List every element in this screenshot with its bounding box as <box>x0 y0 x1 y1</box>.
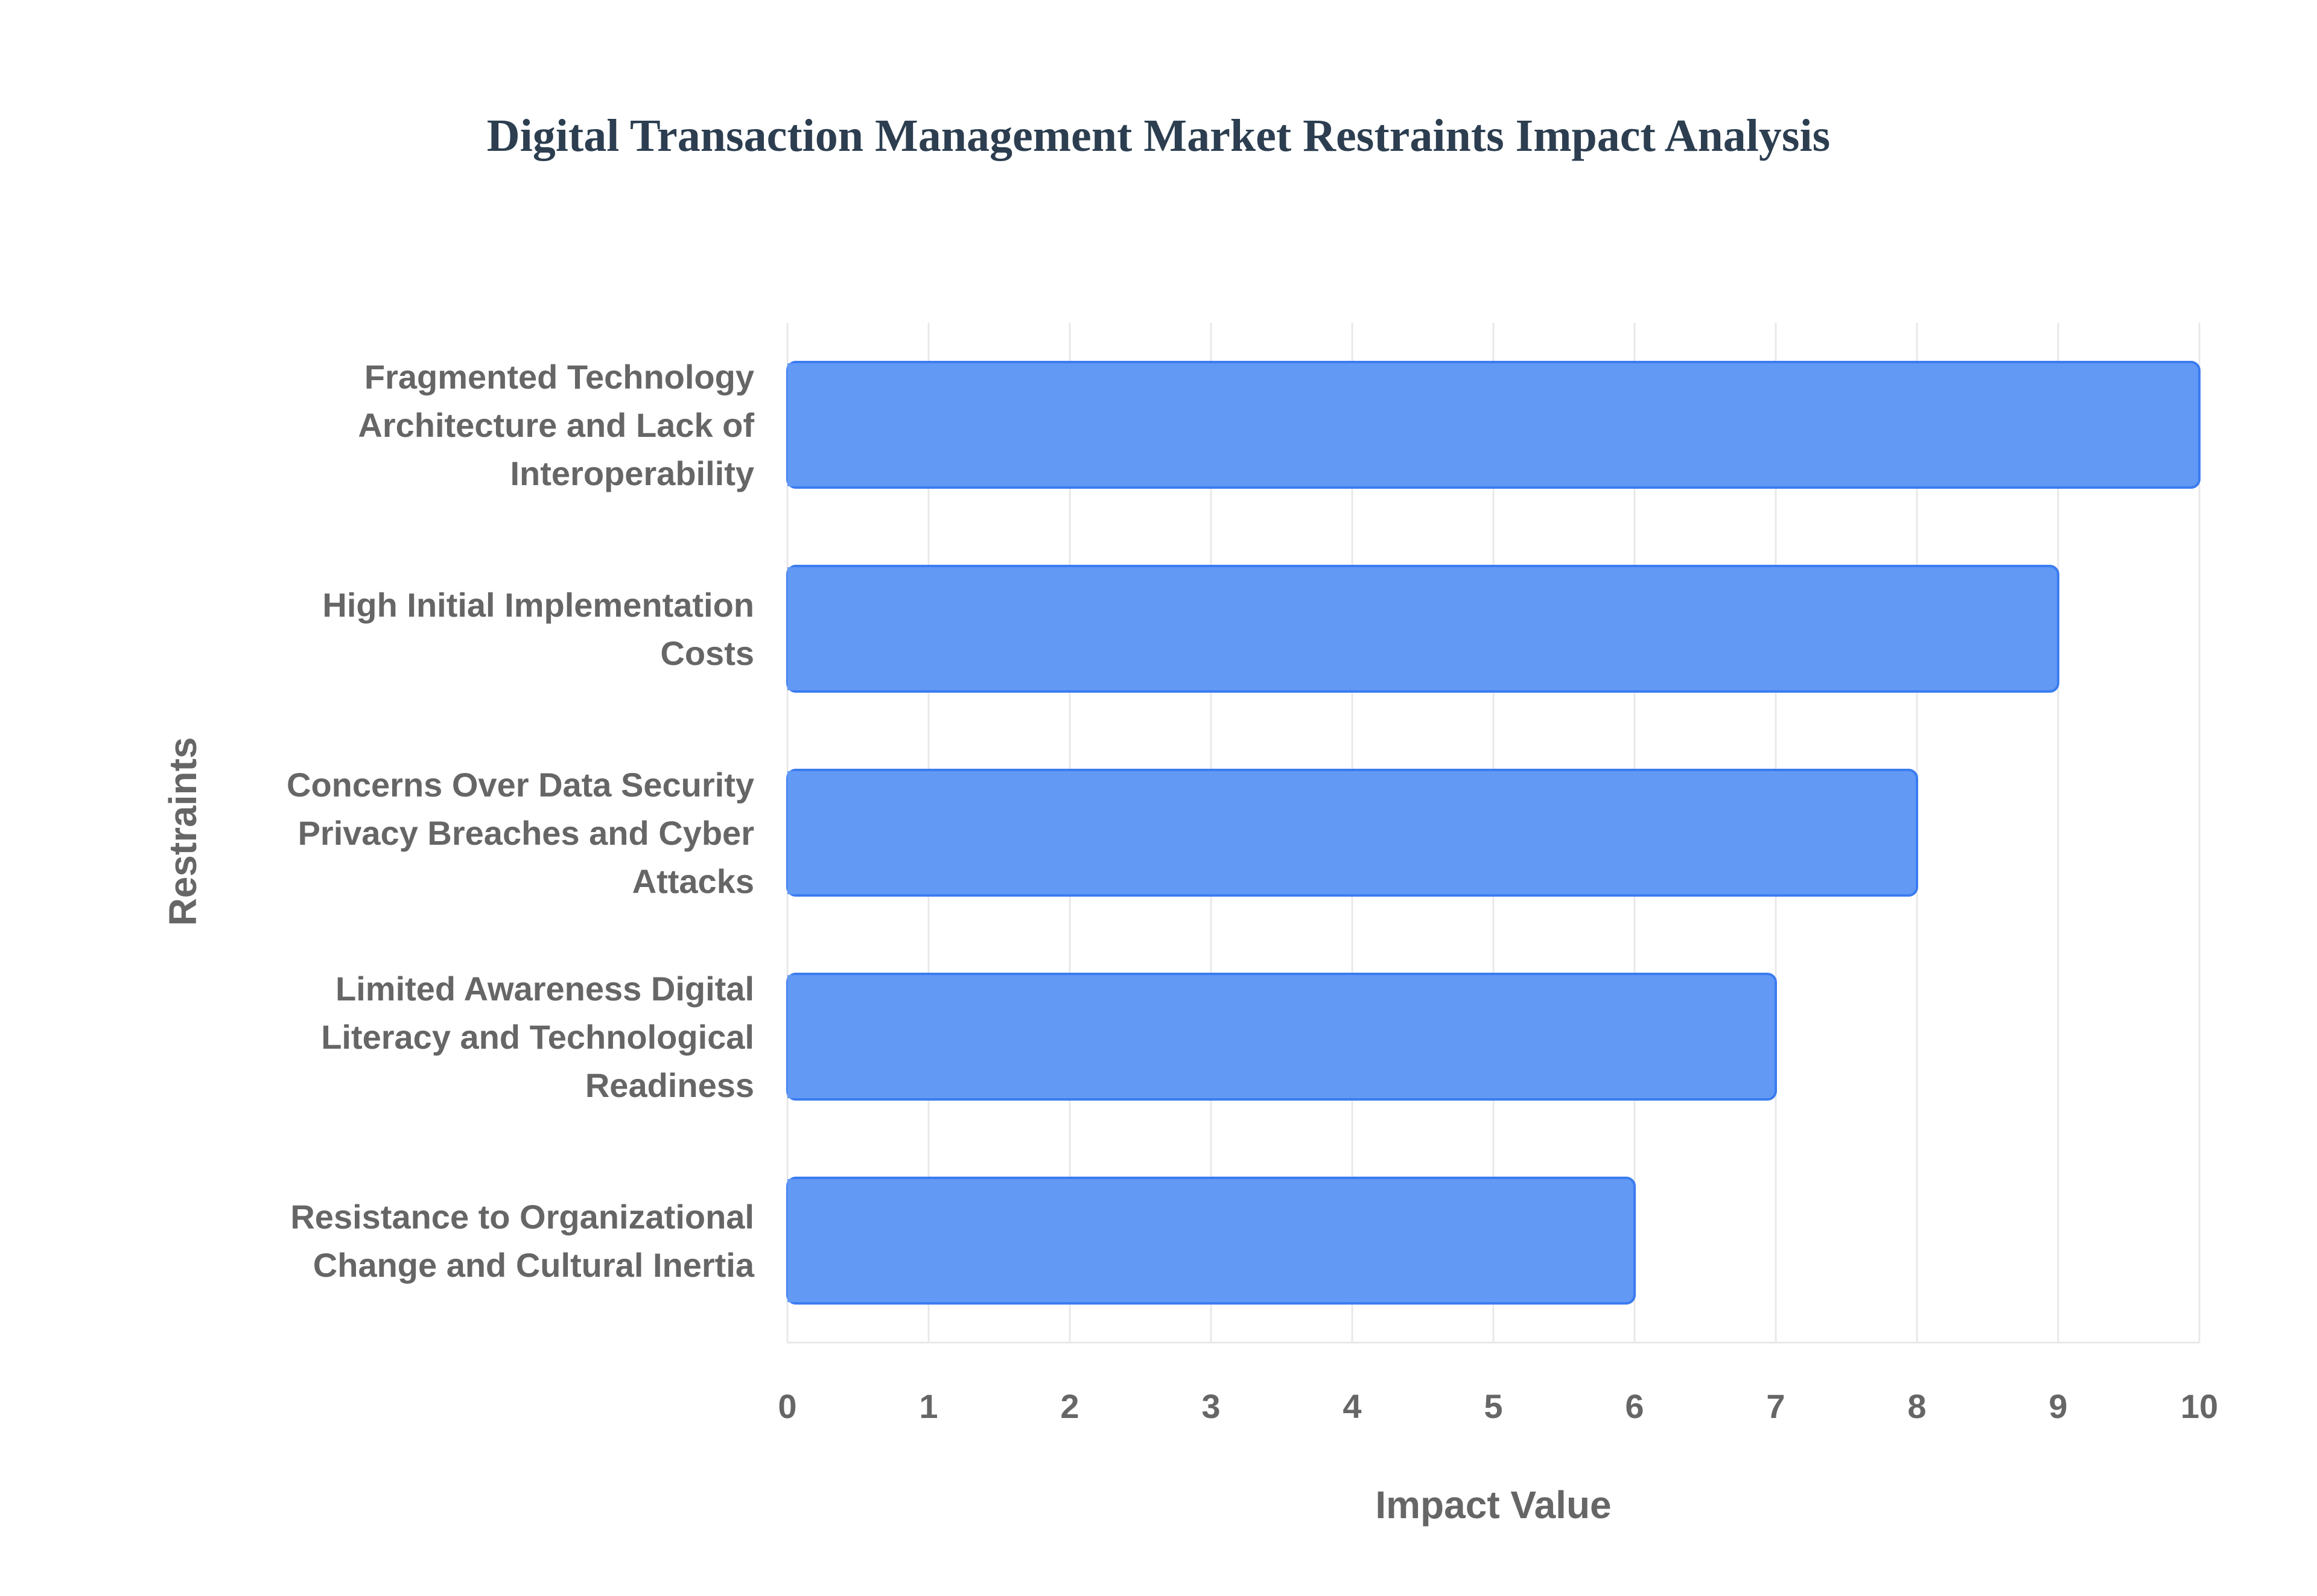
x-axis-title: Impact Value <box>1375 1483 1611 1527</box>
y-category-label-line: High Initial Implementation <box>322 586 754 624</box>
y-category-label-line: Literacy and Technological <box>321 1018 754 1056</box>
y-category-label: High Initial Implementation Costs <box>322 586 754 672</box>
y-category-label-line: Resistance to Organizational <box>290 1198 754 1236</box>
x-tick-label: 5 <box>1484 1387 1502 1425</box>
y-category-label-line: Architecture and Lack of <box>358 406 754 444</box>
x-tick-label: 7 <box>1766 1387 1785 1425</box>
x-tick-label: 4 <box>1343 1387 1361 1425</box>
y-category-label-line: Limited Awareness Digital <box>335 970 754 1008</box>
bar-base <box>787 771 799 894</box>
bar <box>786 1177 1636 1305</box>
bar <box>786 361 2201 489</box>
bar <box>786 769 1918 897</box>
y-category-label-line: Interoperability <box>510 454 754 492</box>
x-tick-label: 6 <box>1625 1387 1644 1425</box>
y-category-label: Resistance to Organizational Change and C… <box>290 1198 754 1284</box>
x-tick-label: 9 <box>2048 1387 2067 1425</box>
y-category-label-line: Privacy Breaches and Cyber <box>298 814 754 852</box>
y-category-label-line: Change and Cultural Inertia <box>313 1246 755 1284</box>
x-tick-label: 2 <box>1060 1387 1079 1425</box>
bar <box>786 973 1777 1101</box>
bar-base <box>787 1179 799 1302</box>
y-axis-category-labels: Fragmented Technology Architecture and La… <box>287 358 755 1284</box>
x-tick-label: 8 <box>1907 1387 1926 1425</box>
x-tick-label: 1 <box>919 1387 938 1425</box>
y-category-label: Limited Awareness Digital Literacy and Te… <box>321 970 754 1104</box>
bar-base <box>787 363 799 486</box>
y-category-label: Concerns Over Data Security Privacy Breac… <box>287 766 754 900</box>
x-axis-ticks: 0 1 2 3 4 5 6 7 8 9 10 <box>778 1387 2218 1425</box>
bar <box>786 565 2059 693</box>
bar-base <box>787 975 799 1098</box>
y-category-label: Fragmented Technology Architecture and La… <box>358 358 754 492</box>
bar-base <box>787 567 799 690</box>
y-category-label-line: Readiness <box>585 1066 754 1104</box>
y-category-label-line: Costs <box>660 634 754 672</box>
x-tick-label: 10 <box>2181 1387 2218 1425</box>
y-category-label-line: Fragmented Technology <box>364 358 754 396</box>
chart-title: Digital Transaction Management Market Re… <box>487 110 1830 161</box>
x-tick-label: 0 <box>778 1387 796 1425</box>
y-category-label-line: Concerns Over Data Security <box>287 766 754 804</box>
bars <box>786 361 2201 1305</box>
y-category-label-line: Attacks <box>632 862 754 900</box>
x-tick-label: 3 <box>1201 1387 1220 1425</box>
y-axis-title: Restraints <box>161 737 205 926</box>
